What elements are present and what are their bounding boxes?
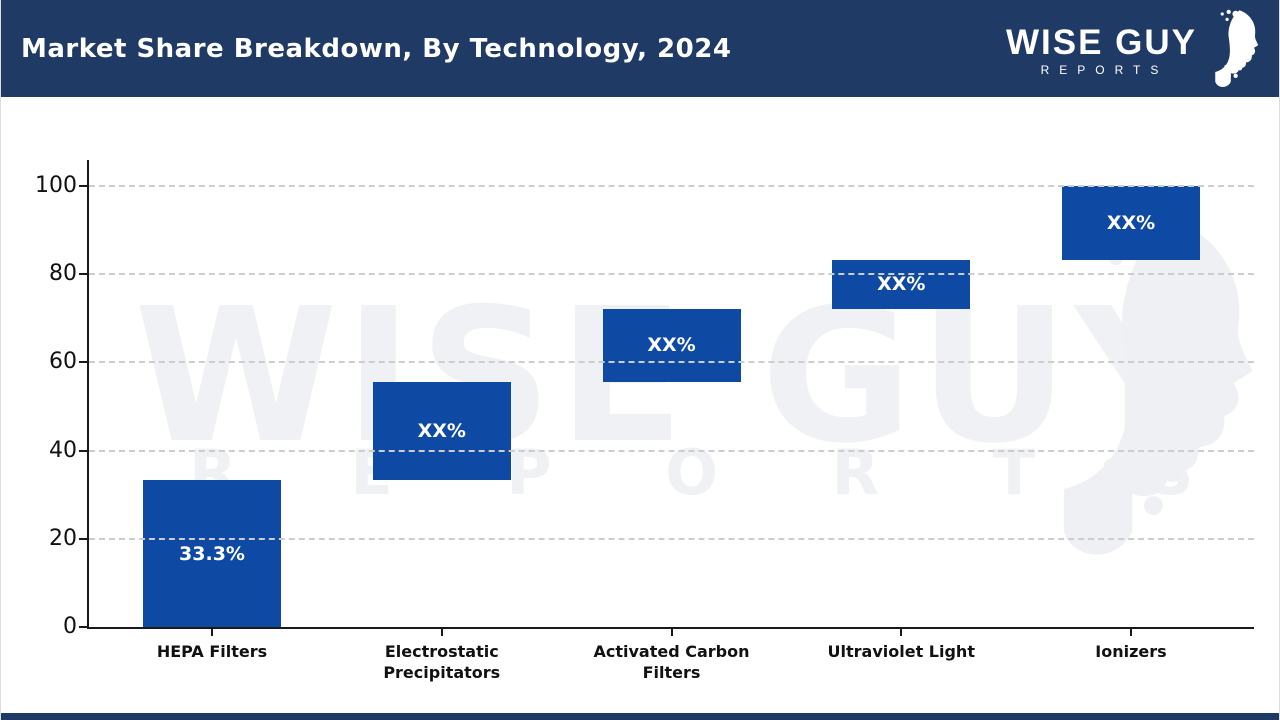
wiseguy-face-logo-icon — [1215, 9, 1259, 87]
page-title: Market Share Breakdown, By Technology, 2… — [21, 33, 732, 64]
bar-value-label: XX% — [647, 334, 696, 357]
wiseguy-logo-text: WISE GUY REPORTS — [1006, 25, 1197, 76]
y-tick-mark — [79, 449, 87, 452]
y-gridline — [89, 449, 1254, 452]
y-tick-mark — [79, 361, 87, 364]
y-tick-label: 60 — [49, 349, 77, 375]
y-tick-label: 0 — [63, 614, 77, 639]
y-tick-label: 100 — [35, 173, 77, 198]
x-tick-mark — [440, 629, 443, 636]
x-category-label: Ionizers — [1095, 642, 1167, 661]
bar-segment: XX% — [832, 259, 971, 309]
x-tick-mark — [900, 629, 903, 636]
y-tick-mark — [79, 273, 87, 276]
y-tick-label: 40 — [49, 437, 77, 463]
x-tick-mark — [211, 629, 213, 636]
bar-value-label: XX% — [877, 273, 926, 296]
y-axis-spine — [87, 160, 89, 629]
x-axis-spine — [87, 627, 1254, 629]
y-tick-mark — [79, 185, 87, 187]
y-tick-label: 80 — [49, 261, 77, 287]
logo-wise-guy-text: WISE GUY — [1005, 22, 1197, 62]
bar-segment: XX% — [1062, 186, 1200, 260]
y-gridline — [89, 185, 1254, 187]
footer-bar — [1, 713, 1279, 720]
x-tick-mark — [670, 629, 673, 636]
header-banner: Market Share Breakdown, By Technology, 2… — [1, 0, 1279, 97]
bar-value-label: 33.3% — [179, 542, 245, 565]
bar-segment: XX% — [602, 308, 741, 383]
y-gridline — [89, 361, 1254, 364]
bar-segment: XX% — [372, 382, 511, 481]
logo-reports-text: REPORTS — [1040, 62, 1169, 77]
bar-value-label: XX% — [417, 420, 466, 443]
x-category-label: Electrostatic Precipitators — [383, 642, 501, 682]
y-gridline — [89, 273, 1254, 276]
y-tick-mark — [79, 537, 87, 540]
y-tick-label: 20 — [49, 525, 77, 551]
bar-value-label: XX% — [1106, 211, 1156, 234]
x-category-label: Ultraviolet Light — [827, 642, 975, 661]
y-gridline — [89, 537, 1254, 540]
x-category-label: Activated Carbon Filters — [593, 642, 750, 682]
wiseguy-logo: WISE GUY REPORTS — [1006, 8, 1265, 92]
y-tick-mark — [79, 626, 87, 628]
x-category-label: HEPA Filters — [156, 642, 268, 661]
x-tick-mark — [1130, 629, 1132, 636]
bar-segment: 33.3% — [143, 480, 281, 627]
watermark-text-line2: R E P O R T S — [189, 436, 1240, 509]
